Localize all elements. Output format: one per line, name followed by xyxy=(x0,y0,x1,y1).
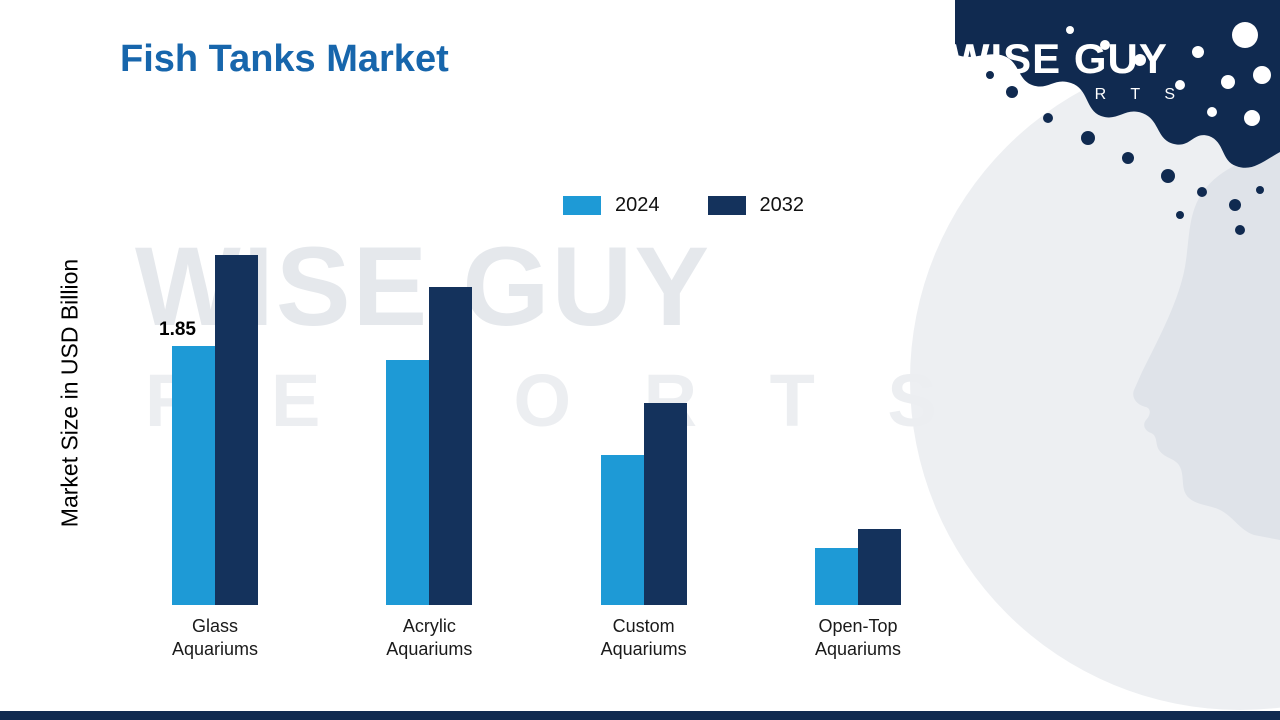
logo-dots-navy xyxy=(986,71,1264,235)
bar-2024-acrylic-aquariums xyxy=(386,360,430,605)
category-label-custom-aquariums: Custom Aquariums xyxy=(600,616,687,660)
bar-value-label: 1.85 xyxy=(159,319,196,340)
watermark-line2: R E P O R T S xyxy=(145,358,963,442)
bar-chart: 1.85 Glass Aquariums Acrylic Aquariums C… xyxy=(159,213,901,659)
legend-item-2024: 2024 xyxy=(563,194,660,217)
legend-swatch-2032 xyxy=(707,196,746,215)
category-label-acrylic-aquariums: Acrylic Aquariums xyxy=(386,616,473,660)
footer-bar xyxy=(0,711,1280,720)
category-label-glass-aquariums: Glass Aquariums xyxy=(171,616,259,660)
category-group-open-top-aquariums: Open-Top Aquariums xyxy=(814,529,901,659)
bar-2032-glass-aquariums xyxy=(215,255,258,605)
logo-wordmark: WISE GUY xyxy=(949,35,1168,82)
face-profile-icon xyxy=(1133,150,1280,540)
category-group-acrylic-aquariums: Acrylic Aquariums xyxy=(386,287,473,659)
legend-item-2032: 2032 xyxy=(707,194,805,217)
bar-2032-custom-aquariums xyxy=(643,403,687,605)
legend-label-2032: 2032 xyxy=(759,194,805,216)
y-axis-label: Market Size in USD Billion xyxy=(56,258,83,528)
wiseguy-logo-graphic xyxy=(955,0,1280,540)
wiseguy-logo: WISE GUY R E P O R T S xyxy=(940,0,1280,560)
logo-subtitle: R E P O R T S xyxy=(951,86,1185,103)
logo-dots-white xyxy=(1066,22,1271,126)
bar-2032-open-top-aquariums xyxy=(857,529,901,605)
category-group-custom-aquariums: Custom Aquariums xyxy=(600,403,687,659)
logo-text: WISE GUY R E P O R T S xyxy=(950,38,1185,104)
watermark: WISE GUY R E P O R T S xyxy=(135,228,963,443)
bar-2024-glass-aquariums: 1.85 xyxy=(159,319,215,605)
legend-swatch-2024 xyxy=(563,196,601,215)
chart-title: Fish Tanks Market xyxy=(120,38,449,80)
legend: 2024 2032 xyxy=(563,194,804,217)
bar-2024-custom-aquariums xyxy=(600,455,644,605)
category-label-open-top-aquariums: Open-Top Aquariums xyxy=(814,616,901,660)
bar-2032-acrylic-aquariums xyxy=(429,287,473,605)
bar-2024-open-top-aquariums xyxy=(814,548,858,605)
logo-corner-shape xyxy=(955,0,1280,168)
legend-label-2024: 2024 xyxy=(615,194,660,216)
category-group-glass-aquariums: 1.85 Glass Aquariums xyxy=(159,255,258,659)
